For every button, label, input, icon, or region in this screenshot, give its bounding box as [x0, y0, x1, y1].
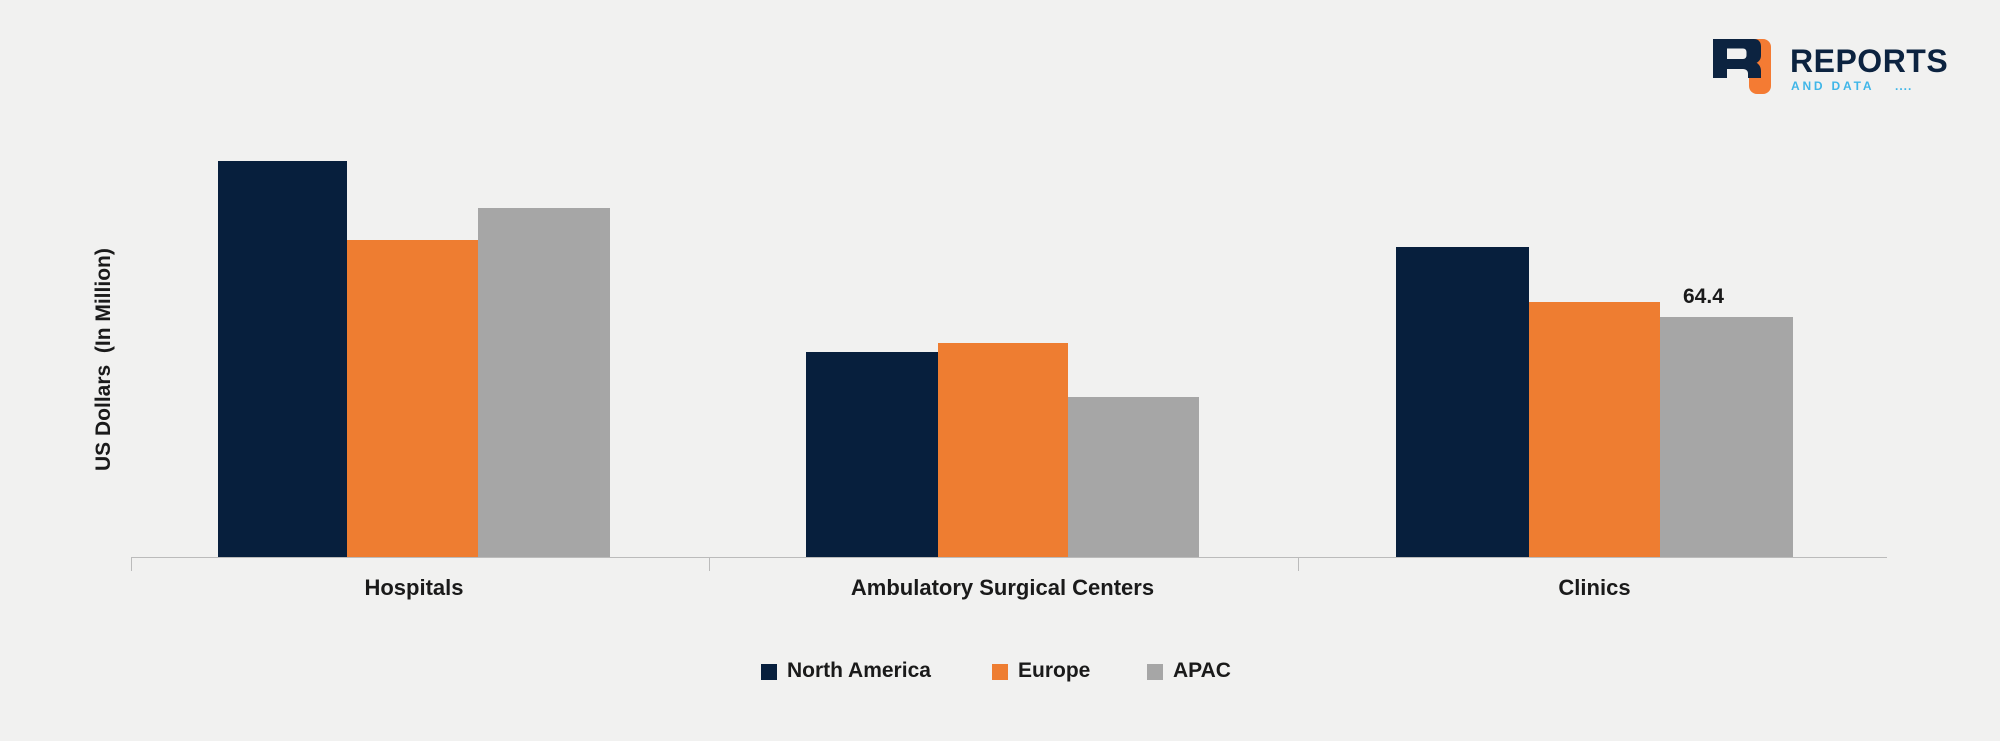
svg-text:REPORTS: REPORTS [1790, 43, 1948, 79]
svg-text:....: .... [1895, 79, 1912, 93]
svg-text:AND DATA: AND DATA [1791, 79, 1874, 93]
